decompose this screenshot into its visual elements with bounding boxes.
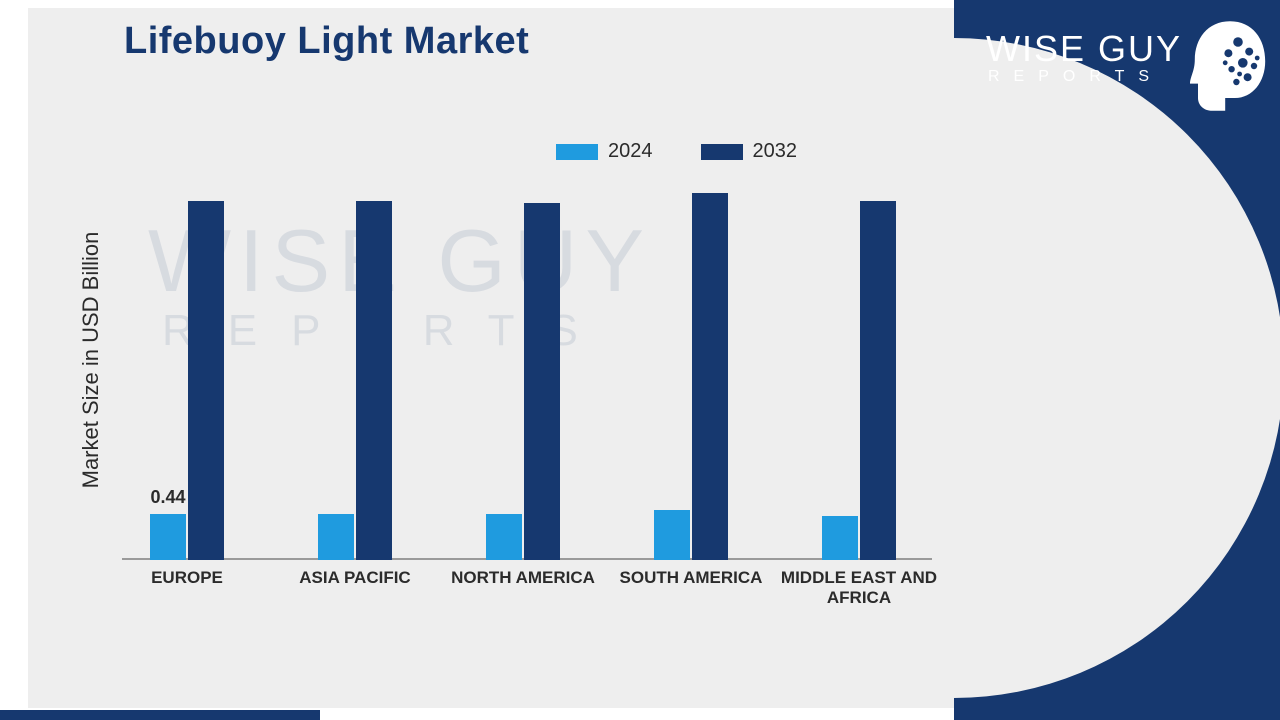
bar-2032-2	[524, 203, 560, 560]
legend-item-2024: 2024	[556, 140, 653, 163]
brand-main: WISE GUY	[986, 28, 1182, 70]
legend-item-2032: 2032	[701, 140, 798, 163]
brand-sub: REPORTS	[988, 68, 1182, 86]
brand-logo-text: WISE GUY REPORTS	[986, 28, 1182, 86]
category-label: NORTH AMERICA	[442, 568, 604, 588]
category-label: EUROPE	[106, 568, 268, 588]
brand-head-icon	[1188, 18, 1272, 114]
value-label: 0.44	[138, 487, 198, 508]
legend-label-2032: 2032	[753, 140, 798, 163]
bar-2032-4	[860, 201, 896, 560]
category-label: SOUTH AMERICA	[610, 568, 772, 588]
bar-2024-0	[150, 514, 186, 560]
y-axis-label: Market Size in USD Billion	[78, 160, 104, 560]
category-label: MIDDLE EAST AND AFRICA	[778, 568, 940, 607]
chart-canvas: WISE GUY REPORTS Lifebuoy Light Market M…	[0, 0, 1280, 720]
category-label: ASIA PACIFIC	[274, 568, 436, 588]
chart-title: Lifebuoy Light Market	[124, 20, 529, 63]
bar-2024-1	[318, 514, 354, 560]
bar-2024-2	[486, 514, 522, 560]
legend-swatch-2024	[556, 144, 598, 160]
bar-2032-3	[692, 193, 728, 560]
bar-2032-1	[356, 201, 392, 560]
plot-area: EUROPEASIA PACIFICNORTH AMERICASOUTH AME…	[122, 180, 932, 560]
legend-label-2024: 2024	[608, 140, 653, 163]
legend-swatch-2032	[701, 144, 743, 160]
footer-accent-bar	[0, 710, 320, 720]
bar-2024-4	[822, 516, 858, 560]
bar-2024-3	[654, 510, 690, 560]
legend: 2024 2032	[556, 140, 797, 163]
